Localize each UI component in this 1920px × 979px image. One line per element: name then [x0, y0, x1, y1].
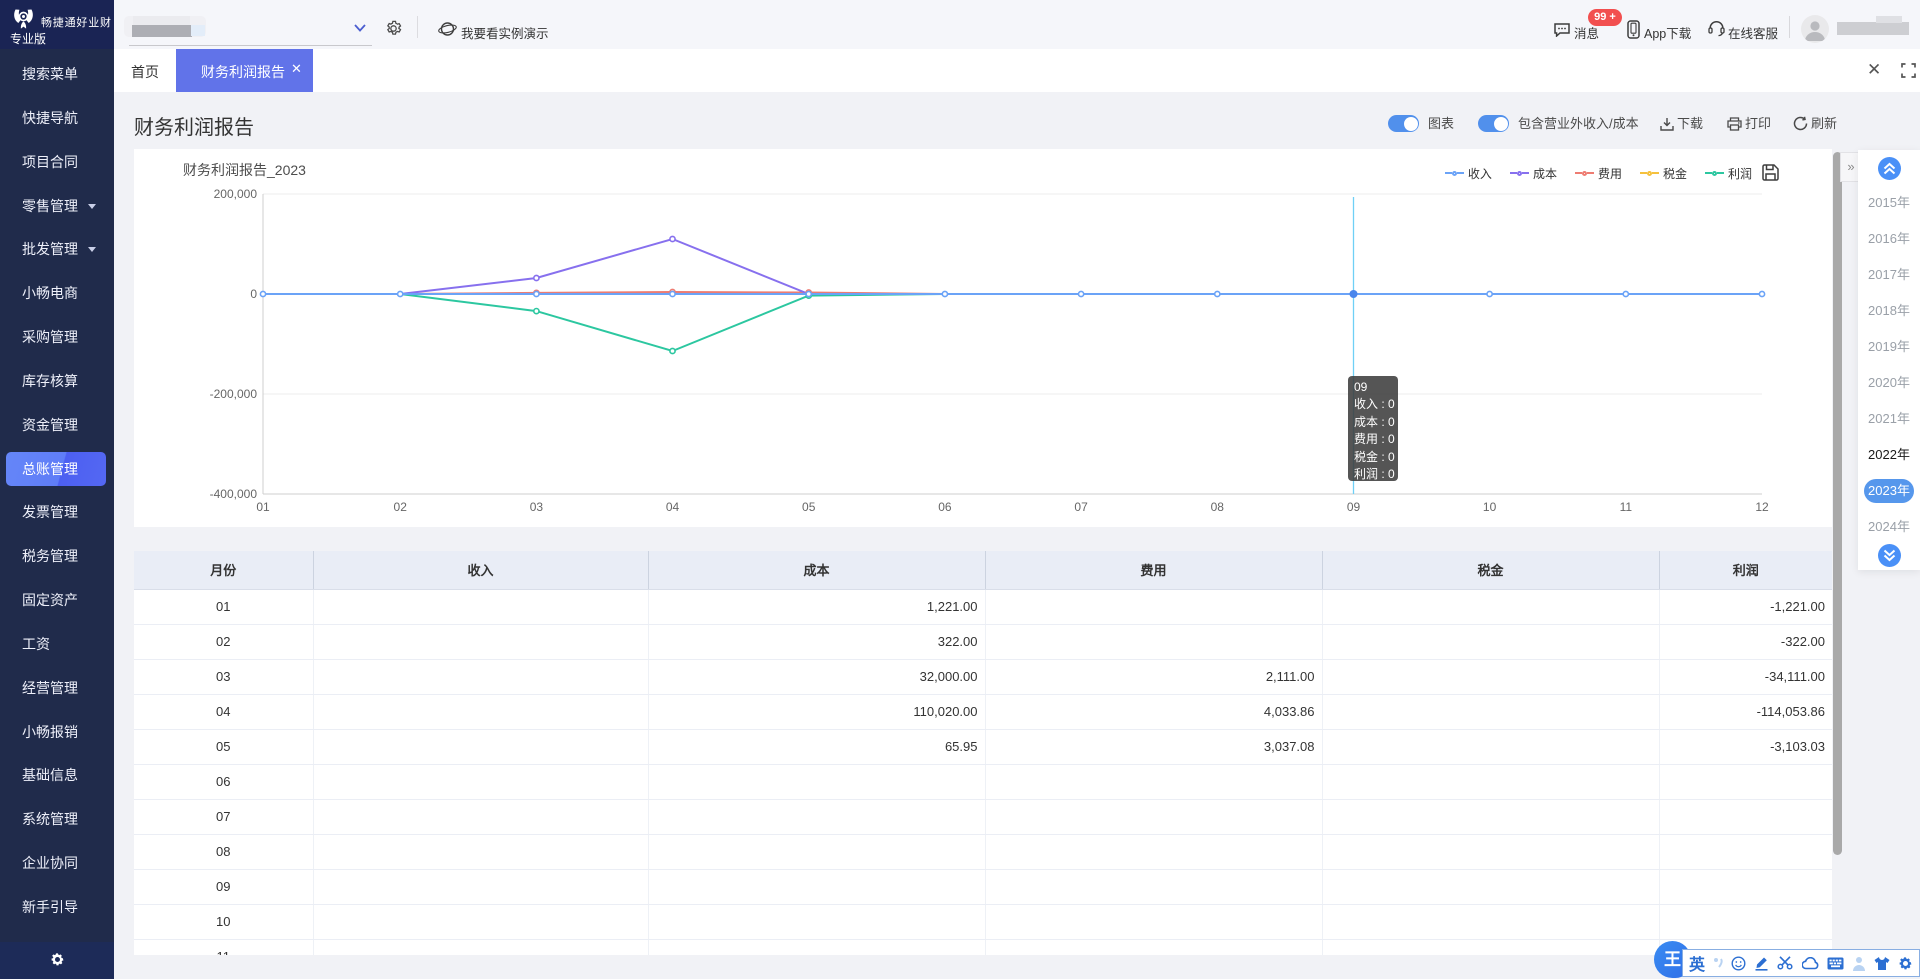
svg-text:05: 05: [802, 500, 816, 514]
svg-text:09: 09: [1347, 500, 1361, 514]
svg-text:11: 11: [1620, 500, 1633, 514]
svg-text:06: 06: [938, 500, 952, 514]
svg-text:-400,000: -400,000: [210, 487, 258, 501]
svg-text:04: 04: [666, 500, 680, 514]
svg-text:-200,000: -200,000: [210, 387, 258, 401]
svg-text:200,000: 200,000: [214, 187, 258, 201]
svg-text:08: 08: [1211, 500, 1225, 514]
svg-text:10: 10: [1483, 500, 1497, 514]
svg-text:07: 07: [1074, 500, 1088, 514]
svg-text:0: 0: [250, 287, 257, 301]
svg-text:01: 01: [256, 500, 270, 514]
svg-text:02: 02: [394, 500, 408, 514]
svg-text:12: 12: [1755, 500, 1769, 514]
svg-text:03: 03: [530, 500, 544, 514]
